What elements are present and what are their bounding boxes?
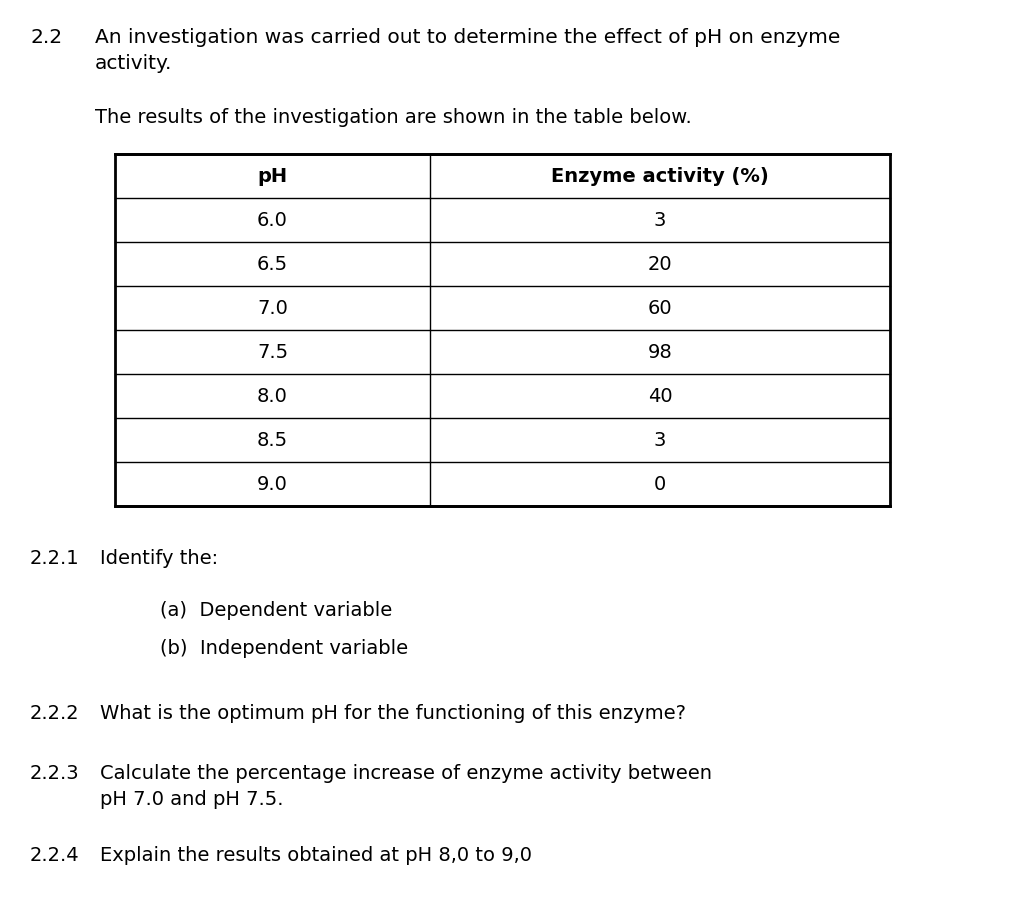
Text: An investigation was carried out to determine the effect of pH on enzyme
activit: An investigation was carried out to dete… (95, 28, 841, 73)
Text: Enzyme activity (%): Enzyme activity (%) (551, 168, 769, 186)
Text: 20: 20 (648, 255, 673, 274)
Text: 8.0: 8.0 (257, 387, 288, 406)
Text: 3: 3 (653, 211, 667, 230)
Text: 6.5: 6.5 (257, 255, 288, 274)
Text: 2.2: 2.2 (30, 28, 62, 47)
Text: 2.2.2: 2.2.2 (30, 703, 80, 722)
Text: (b)  Independent variable: (b) Independent variable (160, 639, 409, 657)
Text: 40: 40 (648, 387, 673, 406)
Text: The results of the investigation are shown in the table below.: The results of the investigation are sho… (95, 107, 692, 127)
Text: 0: 0 (654, 475, 667, 494)
Text: 2.2.3: 2.2.3 (30, 763, 80, 783)
Text: 7.0: 7.0 (257, 299, 288, 318)
Text: 8.5: 8.5 (257, 431, 288, 450)
Text: 9.0: 9.0 (257, 475, 288, 494)
Text: 2.2.1: 2.2.1 (30, 548, 80, 568)
Text: Explain the results obtained at pH 8,0 to 9,0: Explain the results obtained at pH 8,0 t… (100, 845, 532, 864)
Text: What is the optimum pH for the functioning of this enzyme?: What is the optimum pH for the functioni… (100, 703, 686, 722)
Text: Calculate the percentage increase of enzyme activity between
pH 7.0 and pH 7.5.: Calculate the percentage increase of enz… (100, 763, 712, 809)
Text: pH: pH (257, 168, 288, 186)
Bar (115, 155, 890, 507)
Text: 60: 60 (648, 299, 673, 318)
Text: 6.0: 6.0 (257, 211, 288, 230)
Text: 3: 3 (653, 431, 667, 450)
Text: Identify the:: Identify the: (100, 548, 218, 568)
Text: 98: 98 (647, 343, 673, 362)
Text: (a)  Dependent variable: (a) Dependent variable (160, 600, 392, 619)
Text: 7.5: 7.5 (257, 343, 288, 362)
Text: 2.2.4: 2.2.4 (30, 845, 80, 864)
